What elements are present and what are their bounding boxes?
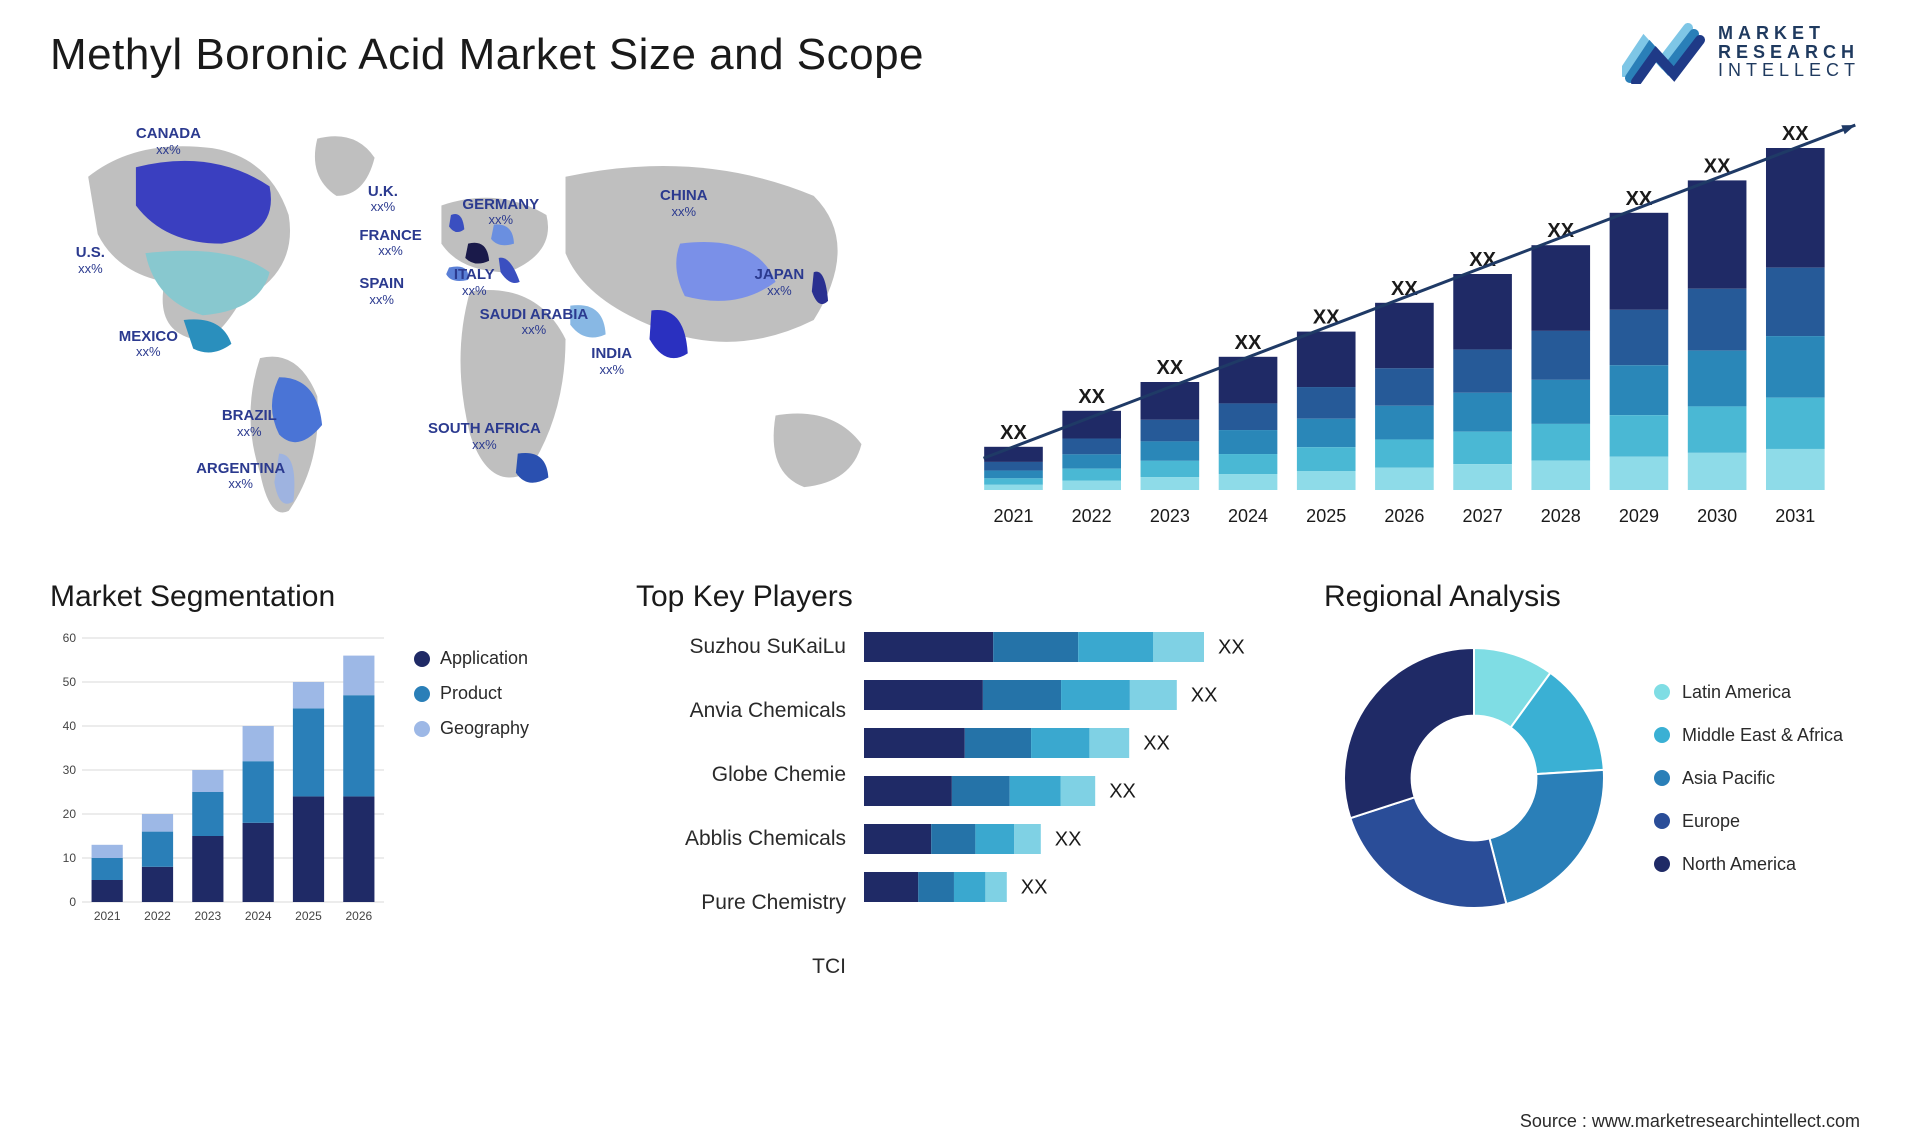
svg-text:40: 40 bbox=[63, 719, 77, 733]
svg-text:2026: 2026 bbox=[1385, 506, 1425, 526]
svg-text:XX: XX bbox=[1235, 332, 1262, 354]
map-label: BRAZILxx% bbox=[222, 408, 277, 439]
svg-text:30: 30 bbox=[63, 763, 77, 777]
main-bar-chart: XX2021XX2022XX2023XX2024XX2025XX2026XX20… bbox=[939, 100, 1870, 540]
regional-legend: Latin America Middle East & Africa Asia Pa… bbox=[1654, 682, 1843, 875]
svg-text:2023: 2023 bbox=[194, 909, 221, 923]
player-name: Pure Chemistry bbox=[636, 888, 846, 918]
segmentation-panel: Market Segmentation 0 10 20 30 40 50 60 2021 202… bbox=[50, 580, 596, 960]
legend-item: Europe bbox=[1654, 811, 1843, 832]
svg-text:2031: 2031 bbox=[1775, 506, 1815, 526]
page-title: Methyl Boronic Acid Market Size and Scop… bbox=[50, 30, 1870, 80]
players-chart: XX XX XX XX XX XX bbox=[864, 628, 1284, 928]
svg-text:2025: 2025 bbox=[295, 909, 322, 923]
map-label: ITALYxx% bbox=[454, 267, 495, 298]
svg-text:XX: XX bbox=[1313, 307, 1340, 329]
svg-text:2022: 2022 bbox=[1072, 506, 1112, 526]
player-name: Suzhou SuKaiLu bbox=[636, 632, 846, 662]
legend-item: Geography bbox=[414, 718, 529, 739]
map-label: GERMANYxx% bbox=[462, 197, 539, 228]
svg-text:2030: 2030 bbox=[1697, 506, 1737, 526]
svg-text:2021: 2021 bbox=[94, 909, 121, 923]
map-label: INDIAxx% bbox=[591, 346, 632, 377]
player-name: Abblis Chemicals bbox=[636, 824, 846, 854]
segmentation-title: Market Segmentation bbox=[50, 580, 596, 614]
segmentation-legend: Application Product Geography bbox=[414, 648, 529, 928]
logo-line3: INTELLECT bbox=[1718, 61, 1860, 80]
svg-text:XX: XX bbox=[1079, 386, 1106, 408]
map-label: SOUTH AFRICAxx% bbox=[428, 421, 541, 452]
svg-text:2023: 2023 bbox=[1150, 506, 1190, 526]
brand-logo: MARKET RESEARCH INTELLECT bbox=[1622, 20, 1860, 84]
players-panel: Top Key Players Suzhou SuKaiLu Anvia Chem… bbox=[636, 580, 1284, 960]
players-title: Top Key Players bbox=[636, 580, 1284, 614]
svg-text:60: 60 bbox=[63, 631, 77, 645]
svg-text:0: 0 bbox=[69, 895, 76, 909]
svg-text:2024: 2024 bbox=[1228, 506, 1268, 526]
svg-text:2025: 2025 bbox=[1306, 506, 1346, 526]
svg-text:2027: 2027 bbox=[1463, 506, 1503, 526]
svg-text:XX: XX bbox=[1143, 733, 1170, 755]
main-bar-chart-panel: XX2021XX2022XX2023XX2024XX2025XX2026XX20… bbox=[939, 100, 1870, 540]
players-names: Suzhou SuKaiLu Anvia Chemicals Globe Chemi… bbox=[636, 632, 846, 1000]
map-label: CANADAxx% bbox=[136, 126, 201, 157]
logo-line1: MARKET bbox=[1718, 24, 1860, 43]
map-label: CHINAxx% bbox=[660, 188, 708, 219]
svg-text:2021: 2021 bbox=[994, 506, 1034, 526]
map-label: JAPANxx% bbox=[755, 267, 805, 298]
player-name: Anvia Chemicals bbox=[636, 696, 846, 726]
svg-text:XX: XX bbox=[1000, 422, 1027, 444]
svg-text:20: 20 bbox=[63, 807, 77, 821]
map-label: SPAINxx% bbox=[359, 276, 404, 307]
svg-text:2028: 2028 bbox=[1541, 506, 1581, 526]
svg-text:XX: XX bbox=[1055, 829, 1082, 851]
legend-item: Product bbox=[414, 683, 529, 704]
map-label: MEXICOxx% bbox=[119, 329, 178, 360]
svg-text:XX: XX bbox=[1109, 781, 1136, 803]
map-label: ARGENTINAxx% bbox=[196, 461, 285, 492]
svg-text:XX: XX bbox=[1782, 123, 1809, 145]
legend-item: Latin America bbox=[1654, 682, 1843, 703]
svg-text:2029: 2029 bbox=[1619, 506, 1659, 526]
logo-mark-icon bbox=[1622, 20, 1706, 84]
logo-line2: RESEARCH bbox=[1718, 43, 1860, 62]
regional-panel: Regional Analysis Latin America Middle Ea… bbox=[1324, 580, 1870, 960]
legend-item: North America bbox=[1654, 854, 1843, 875]
svg-text:10: 10 bbox=[63, 851, 77, 865]
svg-text:XX: XX bbox=[1021, 877, 1048, 899]
map-label: U.S.xx% bbox=[76, 245, 105, 276]
legend-item: Asia Pacific bbox=[1654, 768, 1843, 789]
logo-text: MARKET RESEARCH INTELLECT bbox=[1718, 24, 1860, 81]
map-label: FRANCExx% bbox=[359, 228, 422, 259]
regional-donut bbox=[1334, 638, 1614, 918]
map-label: SAUDI ARABIAxx% bbox=[480, 307, 589, 338]
svg-text:XX: XX bbox=[1157, 357, 1184, 379]
svg-text:2026: 2026 bbox=[345, 909, 372, 923]
map-label: U.K.xx% bbox=[368, 184, 398, 215]
world-map-panel: CANADAxx% U.S.xx% MEXICOxx% BRAZILxx% ARGENT… bbox=[50, 100, 909, 540]
player-name: Globe Chemie bbox=[636, 760, 846, 790]
source-attribution: Source : www.marketresearchintellect.com bbox=[1520, 1111, 1860, 1132]
legend-item: Middle East & Africa bbox=[1654, 725, 1843, 746]
svg-text:XX: XX bbox=[1218, 637, 1245, 659]
svg-text:2022: 2022 bbox=[144, 909, 171, 923]
player-name: TCI bbox=[636, 952, 846, 982]
svg-text:XX: XX bbox=[1191, 685, 1218, 707]
svg-text:2024: 2024 bbox=[245, 909, 272, 923]
segmentation-chart: 0 10 20 30 40 50 60 2021 2022 2023 2024 2025 2026 bbox=[50, 628, 390, 928]
legend-item: Application bbox=[414, 648, 529, 669]
regional-title: Regional Analysis bbox=[1324, 580, 1870, 614]
svg-text:50: 50 bbox=[63, 675, 77, 689]
